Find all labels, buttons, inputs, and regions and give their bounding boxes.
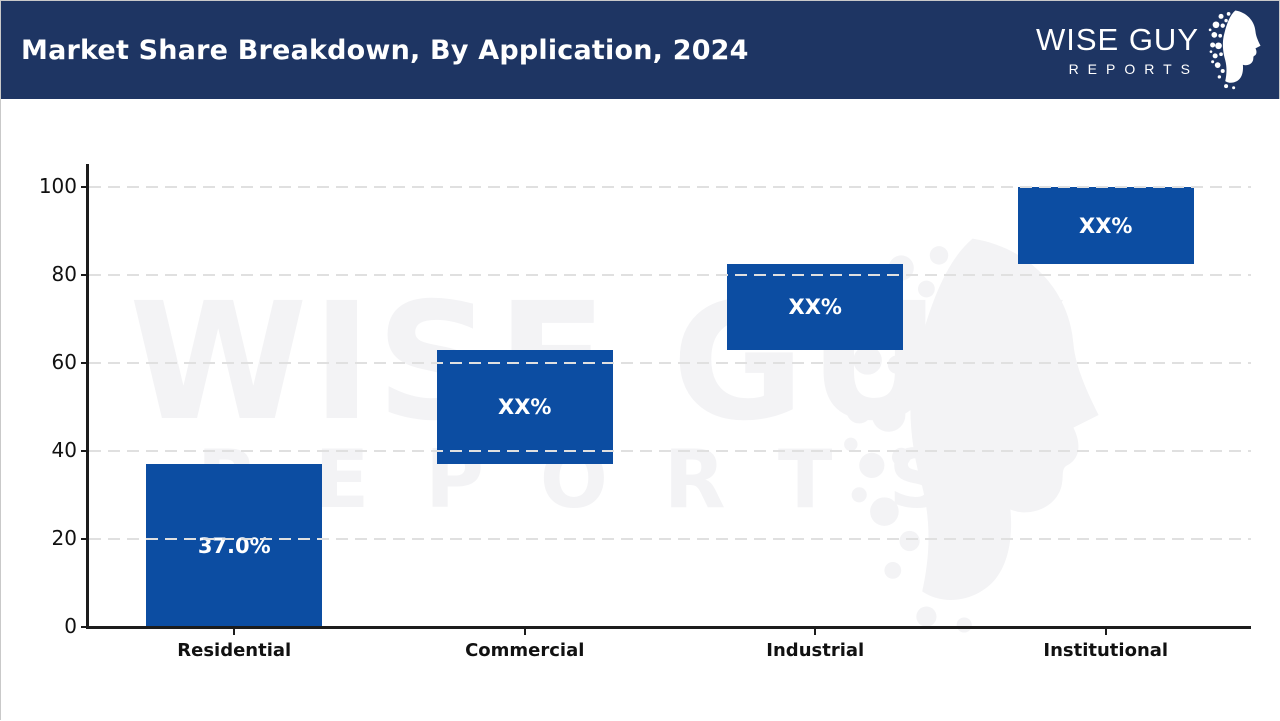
brand-logo-text: WISE GUY REPORTS: [1036, 24, 1199, 77]
bar-institutional: XX%: [1017, 187, 1194, 264]
y-axis-tick-label: 0: [64, 614, 77, 638]
y-axis-tick: [81, 538, 89, 540]
y-axis-tick: [81, 450, 89, 452]
y-axis-tick: [81, 626, 89, 628]
chart-title: Market Share Breakdown, By Application, …: [21, 34, 749, 66]
bar-residential: 37.0%: [146, 464, 323, 627]
bar-value-label: 37.0%: [197, 533, 271, 558]
y-axis-line: [86, 164, 89, 629]
watermark-head-icon: [839, 238, 1099, 633]
dotted-head-icon: [1208, 10, 1261, 90]
y-axis-tick-label: 100: [38, 174, 77, 198]
brand-subtitle: REPORTS: [1068, 60, 1199, 77]
x-axis-category-label: Residential: [177, 640, 292, 661]
x-axis-line: [86, 626, 1251, 629]
brand-name: WISE GUY: [1035, 21, 1199, 57]
x-axis-tick: [1104, 627, 1107, 635]
x-axis-tick: [523, 627, 526, 635]
gridline-y60: [89, 362, 1251, 364]
bar-value-label: XX%: [1079, 213, 1133, 238]
header: Market Share Breakdown, By Application, …: [1, 1, 1279, 99]
y-axis-tick: [81, 186, 89, 188]
gridline-y40: [89, 450, 1251, 452]
gridline-y100: [89, 186, 1251, 188]
bar-value-label: XX%: [788, 294, 842, 319]
x-axis-category-label: Industrial: [766, 640, 865, 661]
y-axis-tick-label: 80: [51, 262, 77, 286]
bar-commercial: XX%: [436, 349, 613, 465]
y-axis-tick-label: 60: [51, 350, 77, 374]
x-axis-tick: [814, 627, 817, 635]
y-axis-tick-label: 40: [51, 438, 77, 462]
y-axis-tick-label: 20: [51, 526, 77, 550]
x-axis-category-label: Commercial: [465, 640, 585, 661]
bar-industrial: XX%: [727, 264, 904, 350]
y-axis-tick: [81, 362, 89, 364]
gridline-y20: [89, 538, 1251, 540]
chart-canvas: WISE GUY REPORTS 02040608010037.0%Reside…: [1, 99, 1280, 720]
gridline-y80: [89, 274, 1251, 276]
x-axis-category-label: Institutional: [1043, 640, 1169, 661]
y-axis-tick: [81, 274, 89, 276]
bar-value-label: XX%: [498, 394, 552, 419]
brand-logo: WISE GUY REPORTS: [1036, 5, 1273, 95]
x-axis-tick: [233, 627, 236, 635]
